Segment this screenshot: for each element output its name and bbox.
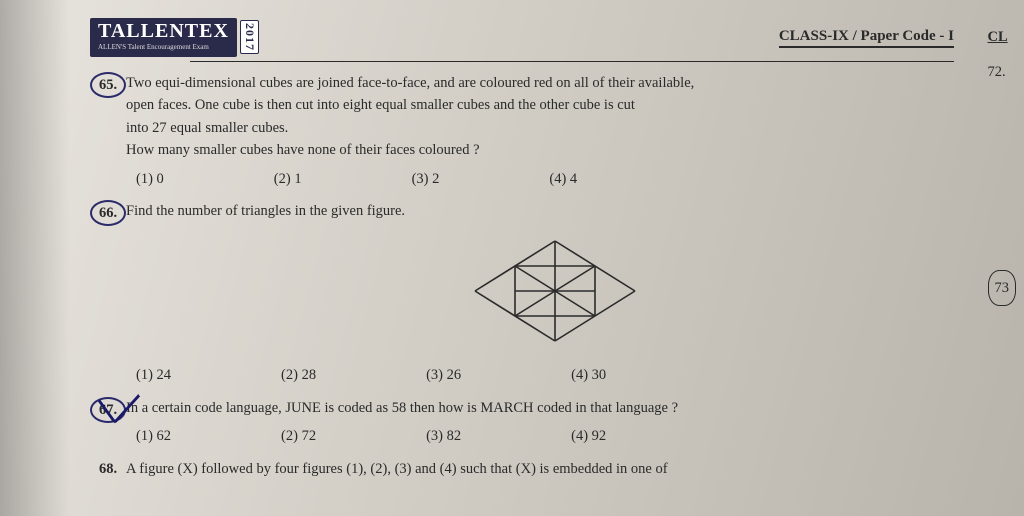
q68-text: A figure (X) followed by four figures (1… xyxy=(126,458,984,480)
q67-opt2: (2) 72 xyxy=(281,425,316,447)
q65-line3: into 27 equal smaller cubes. xyxy=(126,117,984,139)
q66-opt1: (1) 24 xyxy=(136,364,171,386)
qnum-66: 66. xyxy=(90,200,126,226)
question-68: 68. A figure (X) followed by four figure… xyxy=(90,458,984,480)
qnum-65: 65. xyxy=(90,72,126,98)
q66-opt2: (2) 28 xyxy=(281,364,316,386)
q67-opt4: (4) 92 xyxy=(571,425,606,447)
q66-figure xyxy=(126,231,984,358)
q65-line1: Two equi-dimensional cubes are joined fa… xyxy=(126,72,984,94)
margin-73: 73 xyxy=(988,270,1017,307)
brand-logo: TALLENTEX ALLEN'S Talent Encouragement E… xyxy=(90,18,237,57)
q67-opt1: (1) 62 xyxy=(136,425,171,447)
q67-opt3: (3) 82 xyxy=(426,425,461,447)
q65-options: (1) 0 (2) 1 (3) 2 (4) 4 xyxy=(136,168,984,190)
page-header: TALLENTEX ALLEN'S Talent Encouragement E… xyxy=(90,18,984,57)
q65-line2: open faces. One cube is then cut into ei… xyxy=(126,94,984,116)
q66-options: (1) 24 (2) 28 (3) 26 (4) 30 xyxy=(136,364,984,386)
margin-cl: CL xyxy=(988,20,1017,55)
q67-text: In a certain code language, JUNE is code… xyxy=(126,397,984,419)
question-67: 67. In a certain code language, JUNE is … xyxy=(90,397,984,448)
qnum-68: 68. xyxy=(90,458,126,480)
q65-opt4: (4) 4 xyxy=(549,168,577,190)
brand-name: TALLENTEX xyxy=(98,20,229,42)
q67-options: (1) 62 (2) 72 (3) 82 (4) 92 xyxy=(136,425,984,447)
paper-code: CLASS-IX / Paper Code - I xyxy=(779,28,954,48)
margin-notes: CL 72. 73 xyxy=(988,20,1017,306)
q66-opt3: (3) 26 xyxy=(426,364,461,386)
q65-opt3: (3) 2 xyxy=(412,168,440,190)
q65-opt1: (1) 0 xyxy=(136,168,164,190)
header-rule xyxy=(190,61,954,62)
brand-subtitle: ALLEN'S Talent Encouragement Exam xyxy=(98,43,229,51)
margin-72: 72. xyxy=(988,55,1017,90)
q65-line4: How many smaller cubes have none of thei… xyxy=(126,139,984,161)
brand-year: 2017 xyxy=(240,20,259,54)
q65-opt2: (2) 1 xyxy=(274,168,302,190)
q66-opt4: (4) 30 xyxy=(571,364,606,386)
triangle-figure-svg xyxy=(465,231,645,351)
q66-text: Find the number of triangles in the give… xyxy=(126,200,984,222)
question-66: 66. Find the number of triangles in the … xyxy=(90,200,984,386)
question-65: 65. Two equi-dimensional cubes are joine… xyxy=(90,72,984,190)
